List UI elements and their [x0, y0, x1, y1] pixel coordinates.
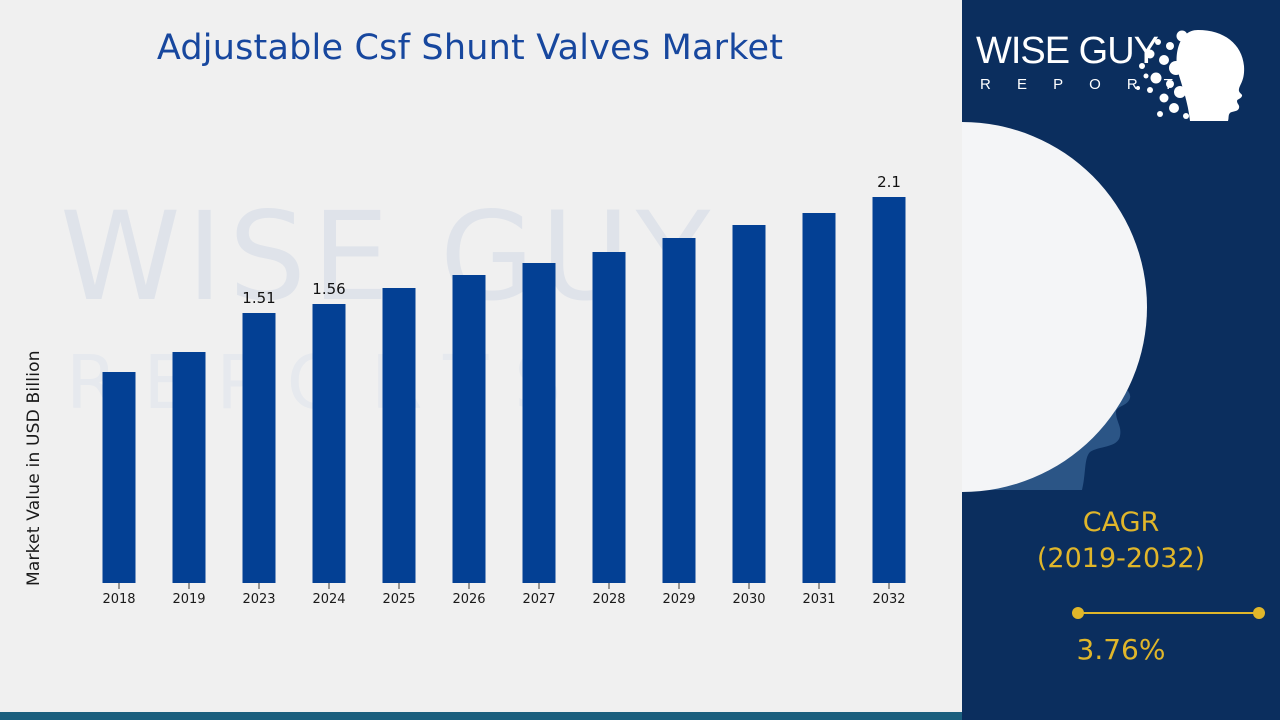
bar-group: [434, 150, 504, 589]
cagr-value: 3.76%: [1076, 633, 1166, 666]
bar-group: [574, 150, 644, 589]
bar: [662, 238, 696, 583]
bar-group: 1.51: [224, 150, 294, 589]
bar: [242, 313, 276, 583]
bar-value-label: 2.1: [877, 173, 901, 191]
bottom-accent-strip: [0, 712, 962, 720]
bar: [102, 372, 136, 583]
bar-group: [784, 150, 854, 589]
x-axis-tick-label: 2024: [312, 592, 346, 607]
x-axis-tick-label: 2018: [102, 592, 136, 607]
x-axis-tick: [398, 583, 400, 589]
bar: [802, 213, 836, 583]
x-axis-tick-label: 2023: [242, 592, 276, 607]
x-axis-tick: [258, 583, 260, 589]
cagr-block: CAGR (2019-2032): [962, 505, 1280, 576]
bar-group: 2.1: [854, 150, 924, 589]
wiseguy-logo: WISE GUY R E P O R T S: [970, 26, 1270, 121]
chart-panel: Adjustable Csf Shunt Valves Market WISE …: [0, 28, 962, 720]
bar-group: [364, 150, 434, 589]
x-axis-tick-label: 2026: [452, 592, 486, 607]
bar: [872, 197, 906, 583]
plot-area: 1.51 1.56 2.1: [76, 150, 906, 589]
x-axis-tick: [468, 583, 470, 589]
x-axis-tick: [818, 583, 820, 589]
bar-group: [504, 150, 574, 589]
x-axis-tick-label: 2030: [732, 592, 766, 607]
x-axis-tick: [328, 583, 330, 589]
bar: [312, 304, 346, 583]
bar-value-label: 1.56: [312, 280, 346, 298]
x-axis-tick-label: 2028: [592, 592, 626, 607]
bar: [522, 263, 556, 583]
bar: [382, 288, 416, 583]
x-axis-tick: [748, 583, 750, 589]
bar: [732, 225, 766, 583]
x-axis-tick-label: 2025: [382, 592, 416, 607]
y-axis-label: Market Value in USD Billion: [24, 350, 44, 586]
bar-group: [154, 150, 224, 589]
x-axis-tick: [888, 583, 890, 589]
cagr-period: (2019-2032): [1036, 542, 1206, 574]
bar-group: [714, 150, 784, 589]
bar: [172, 352, 206, 583]
bar: [592, 252, 626, 583]
x-axis-tick: [118, 583, 120, 589]
page-title: Adjustable Csf Shunt Valves Market: [156, 28, 784, 68]
x-axis-tick-label: 2032: [872, 592, 906, 607]
bar-group: [644, 150, 714, 589]
bar-group: 1.56: [294, 150, 364, 589]
bar-group: [84, 150, 154, 589]
x-axis-tick: [608, 583, 610, 589]
bar-value-label: 1.51: [242, 289, 276, 307]
cagr-divider: [1072, 607, 1265, 619]
logo-wordmark: WISE GUY: [976, 30, 1159, 72]
x-axis-tick: [538, 583, 540, 589]
x-axis-tick-label: 2027: [522, 592, 556, 607]
x-axis-tick-label: 2019: [172, 592, 206, 607]
head-profile-dots-icon: [1136, 30, 1245, 121]
brand-panel: WISE GUY R E P O R T S: [962, 0, 1280, 720]
x-axis-tick-label: 2029: [662, 592, 696, 607]
bar-series: 1.51 1.56 2.1: [76, 150, 906, 589]
x-axis-tick: [188, 583, 190, 589]
x-axis-tick-label: 2031: [802, 592, 836, 607]
cagr-title: CAGR: [1082, 507, 1160, 538]
x-axis-tick: [678, 583, 680, 589]
bar: [452, 275, 486, 583]
